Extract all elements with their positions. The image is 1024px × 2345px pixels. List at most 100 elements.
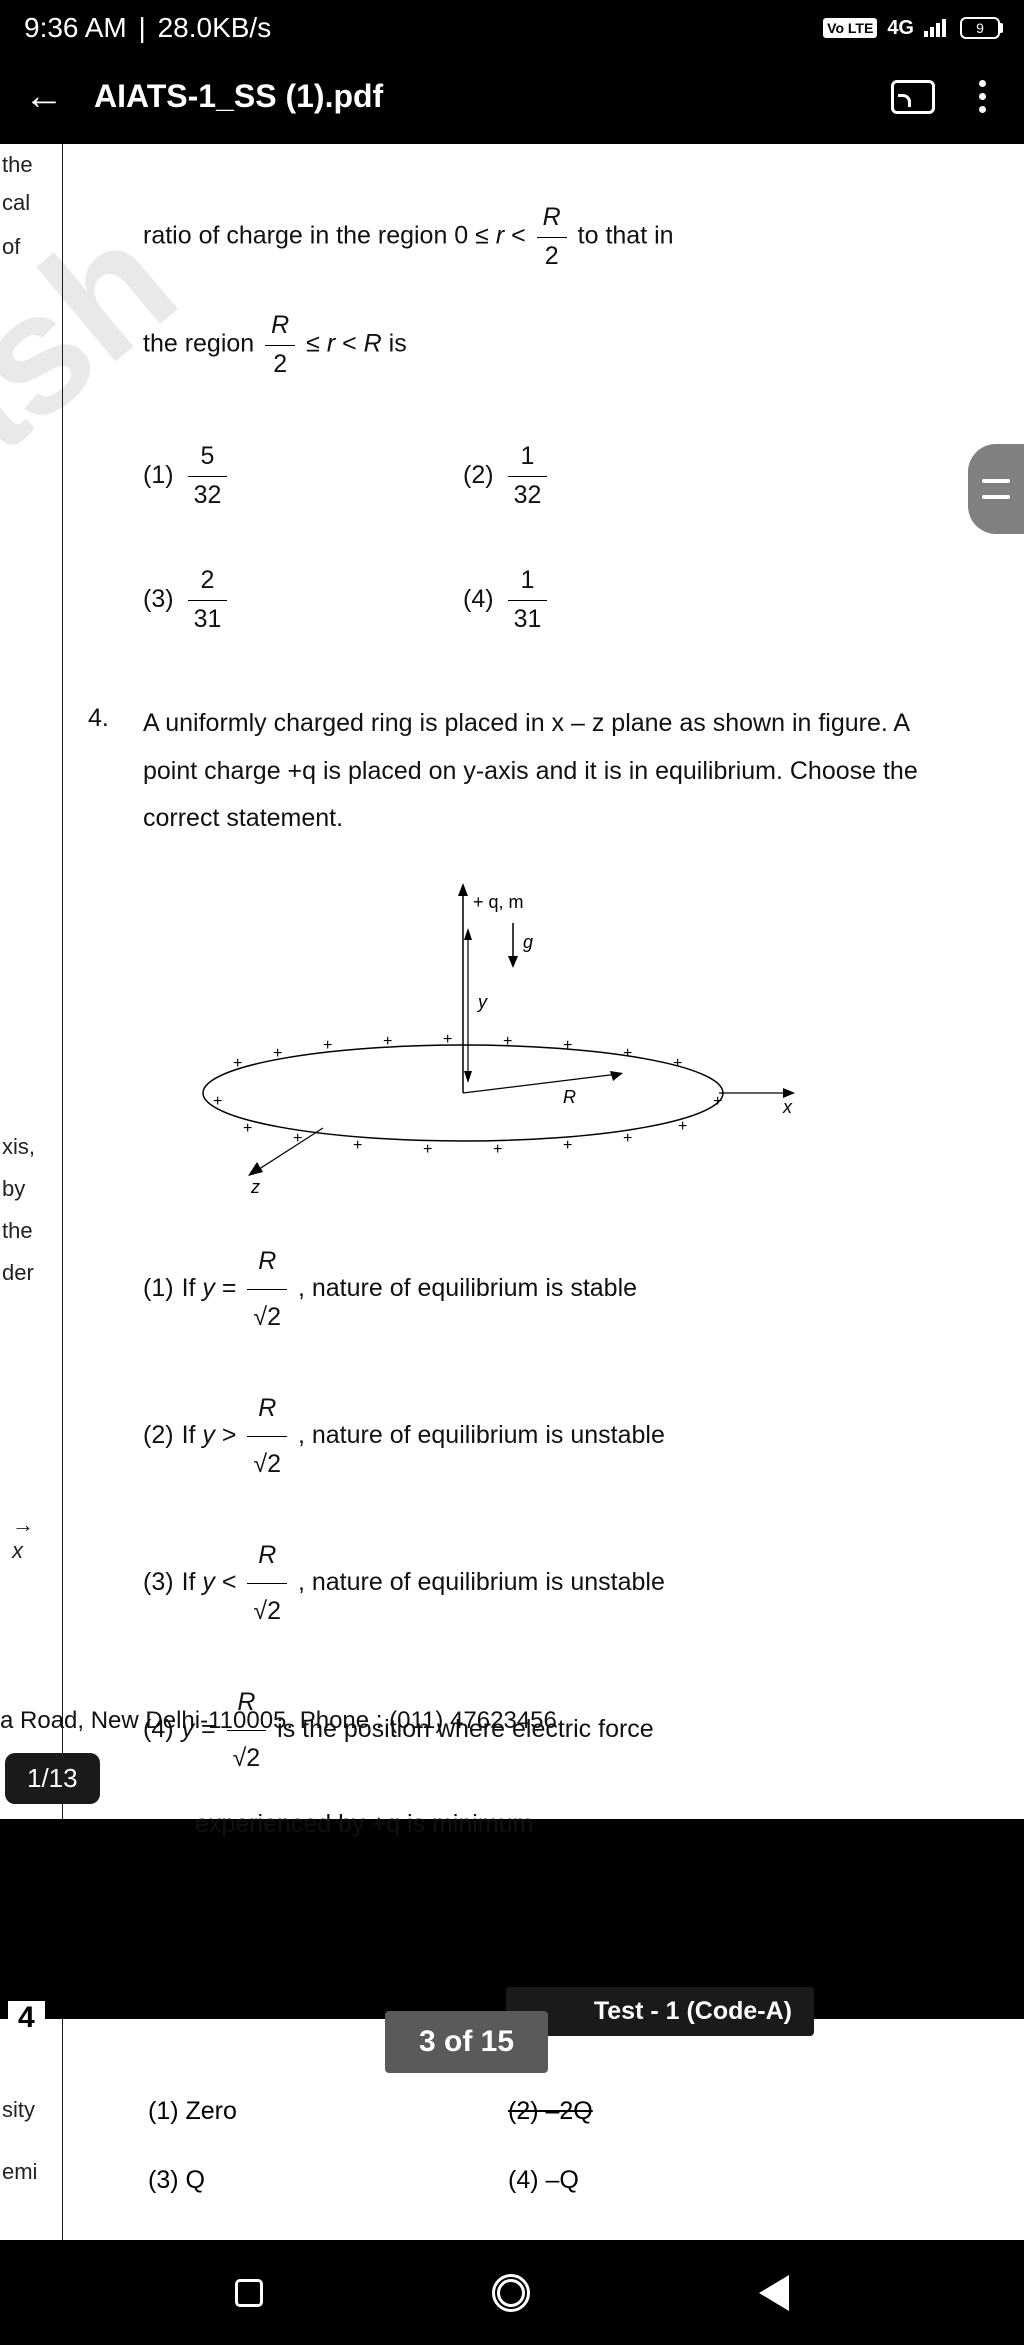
bottom-option-2[interactable]: (2) –2Q (508, 2097, 808, 2126)
q3-options: (1) 532 (2) 132 (3) 231 (4) 131 (143, 438, 963, 638)
svg-text:+: + (673, 1055, 682, 1072)
frac-num: 2 (188, 562, 228, 601)
svg-text:+: + (563, 1037, 572, 1054)
diagram-x-label: x (782, 1097, 793, 1117)
left-margin-strip: the cal of xis, by the der (0, 144, 63, 1819)
diagram-y-label: y (476, 992, 488, 1012)
option-fraction: 132 (508, 438, 548, 514)
document-title: AIATS-1_SS (1).pdf (94, 78, 861, 115)
frac-num: R (537, 199, 567, 238)
bottom-option-4[interactable]: (4) –Q (508, 2166, 808, 2195)
back-arrow-icon[interactable]: ← (24, 74, 64, 119)
frac-den: 32 (508, 477, 548, 515)
q3-line1: ratio of charge in the region 0 ≤ r < R2… (143, 199, 963, 275)
option-text: If y = R√2 , nature of equilibrium is st… (182, 1234, 637, 1345)
q3-text-part: < (504, 222, 533, 250)
pdf-page-1[interactable]: ash tu the cal of xis, by the der →x rat… (0, 144, 1024, 1819)
pdf-page-2[interactable]: 4 Test - 1 (Code-A) 3 of 15 sity emi (1)… (0, 2019, 1024, 2244)
q4-option-3[interactable]: (3) If y < R√2 , nature of equilibrium i… (143, 1528, 963, 1639)
bottom-option-3[interactable]: (3) Q (148, 2166, 508, 2195)
svg-text:+: + (383, 1033, 392, 1050)
q3-option-4[interactable]: (4) 131 (463, 562, 783, 638)
svg-text:+: + (213, 1093, 222, 1110)
back-icon[interactable] (759, 2275, 789, 2311)
margin-word: cal (2, 190, 30, 216)
svg-text:+: + (443, 1031, 452, 1048)
q4-option-1[interactable]: (1) If y = R√2 , nature of equilibrium i… (143, 1234, 963, 1345)
q3-text-part: ratio of charge in the region 0 ≤ (143, 222, 496, 250)
margin-word: the (2, 1218, 33, 1244)
q3-fraction: R2 (265, 307, 295, 383)
option-label: (2) (143, 1417, 174, 1455)
cast-icon[interactable] (891, 80, 935, 114)
frac-num: R (265, 307, 295, 346)
margin-word: of (2, 234, 20, 260)
battery-level: 9 (976, 20, 984, 36)
option-label: (2) (463, 457, 494, 495)
svg-text:+: + (243, 1120, 252, 1137)
option-label: (1) (143, 457, 174, 495)
app-bar: ← AIATS-1_SS (1).pdf (0, 56, 1024, 144)
more-options-icon[interactable] (965, 80, 1000, 113)
bottom-options: (1) Zero (2) –2Q (3) Q (4) –Q (148, 2097, 808, 2195)
q3-text-part: is (382, 330, 407, 358)
q4-option-2[interactable]: (2) If y > R√2 , nature of equilibrium i… (143, 1381, 963, 1492)
q4-option-4-line2: experienced by +q is minimum (195, 1806, 963, 1844)
status-time: 9:36 AM (24, 12, 127, 44)
option-text: If y > R√2 , nature of equilibrium is un… (182, 1381, 665, 1492)
page-counter-overlay: 3 of 15 (385, 2011, 548, 2073)
diagram-label: + q, m (473, 892, 524, 912)
diagram-z-label: z (250, 1177, 260, 1197)
option-fraction: R√2 (247, 1528, 287, 1639)
option-fraction: 231 (188, 562, 228, 638)
q4-option-4[interactable]: (4) y = R√2 is the position where electr… (143, 1675, 963, 1786)
svg-text:+: + (273, 1045, 282, 1062)
q3-var: R (364, 330, 382, 358)
margin-word: by (2, 1176, 25, 1202)
battery-icon: 9 (960, 17, 1000, 39)
svg-text:+: + (423, 1141, 432, 1158)
option-fraction: 532 (188, 438, 228, 514)
diagram-R-label: R (563, 1087, 576, 1107)
volte-badge: Vo LTE (823, 18, 877, 38)
recent-apps-icon[interactable] (235, 2279, 263, 2307)
q4-options: (1) If y = R√2 , nature of equilibrium i… (143, 1234, 963, 1844)
q4-text: A uniformly charged ring is placed in x … (143, 700, 963, 843)
option-text: y = R√2 is the position where electric f… (182, 1675, 654, 1786)
q3-option-1[interactable]: (1) 532 (143, 438, 463, 514)
frac-num: 1 (508, 562, 548, 601)
option-label: (3) (143, 581, 174, 619)
frac-den: 2 (265, 346, 295, 384)
bottom-option-1[interactable]: (1) Zero (148, 2097, 508, 2126)
svg-text:+: + (233, 1055, 242, 1072)
q3-option-2[interactable]: (2) 132 (463, 438, 783, 514)
status-bar: 9:36 AM | 28.0KB/s Vo LTE 4G 9 (0, 0, 1024, 56)
svg-text:+: + (353, 1137, 362, 1154)
q3-option-3[interactable]: (3) 231 (143, 562, 463, 638)
frac-num: 5 (188, 438, 228, 477)
margin-word: xis, (2, 1134, 35, 1160)
diagram-g-label: g (523, 932, 533, 952)
option-strike-text: (2) –2Q (508, 2097, 593, 2125)
svg-text:+: + (503, 1033, 512, 1050)
option-label: (3) (143, 1564, 174, 1602)
question-4: 4. A uniformly charged ring is placed in… (143, 700, 963, 1843)
margin-word: der (2, 1260, 34, 1286)
q3-var: r (327, 330, 335, 358)
status-left: 9:36 AM | 28.0KB/s (24, 12, 271, 44)
option-label: (4) (143, 1711, 174, 1749)
home-icon[interactable] (492, 2274, 530, 2312)
test-code-text: Test - 1 (Code-A) (594, 1997, 792, 2025)
option-fraction: R√2 (247, 1234, 287, 1345)
left-margin-strip-2: sity emi (0, 2019, 63, 2244)
frac-den: 31 (508, 601, 548, 639)
svg-text:+: + (623, 1130, 632, 1147)
status-right: Vo LTE 4G 9 (823, 12, 1000, 44)
option-text: If y < R√2 , nature of equilibrium is un… (182, 1528, 665, 1639)
margin-word: sity (2, 2097, 35, 2123)
frac-den: 32 (188, 477, 228, 515)
svg-text:+: + (713, 1093, 722, 1110)
document-content: ratio of charge in the region 0 ≤ r < R2… (63, 144, 963, 1843)
scroll-handle[interactable] (968, 444, 1024, 534)
frac-den: 31 (188, 601, 228, 639)
